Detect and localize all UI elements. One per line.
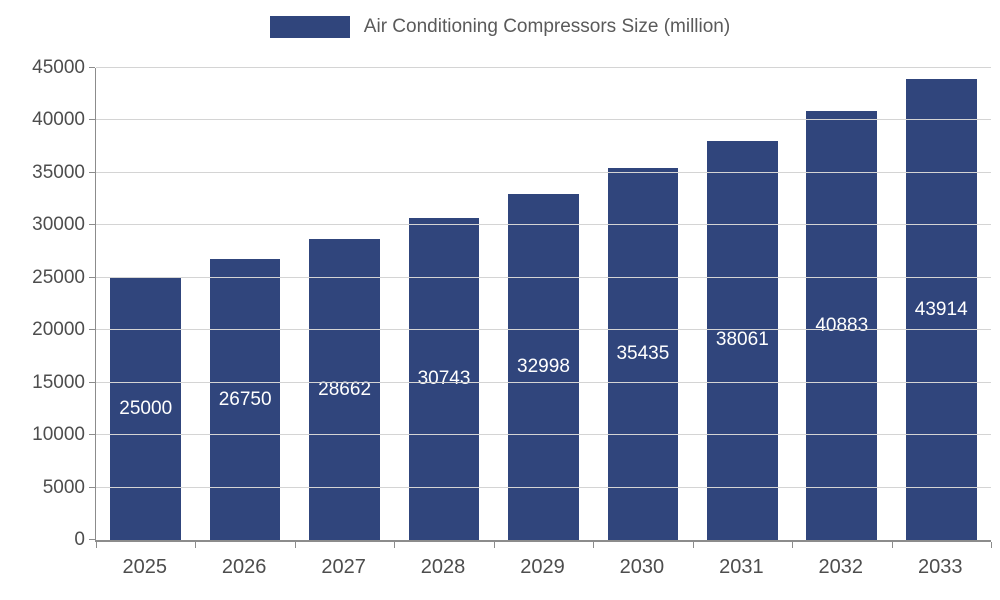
y-axis-tick — [89, 539, 95, 540]
y-axis-label: 35000 — [32, 161, 85, 183]
bar-value-label: 28662 — [318, 378, 372, 400]
bar: 38061 — [707, 140, 778, 540]
grid-line — [96, 381, 991, 383]
x-axis-label: 2033 — [917, 556, 963, 578]
bar: 25000 — [110, 277, 182, 540]
bar-value-label: 35435 — [616, 343, 670, 365]
bar-value-label: 40883 — [815, 314, 869, 336]
bar-value-label: 32998 — [517, 355, 570, 377]
x-axis-label: 2029 — [520, 556, 565, 578]
bar-value-label: 30743 — [417, 367, 471, 389]
bar-column: 26750 — [195, 68, 294, 540]
bar-column: 40883 — [792, 68, 891, 540]
y-axis-tick — [89, 381, 95, 383]
bar-column: 28662 — [295, 68, 394, 540]
x-axis-label: 2032 — [818, 556, 864, 578]
y-axis-label: 15000 — [32, 371, 85, 393]
bar: 35435 — [607, 168, 679, 540]
grid-line — [96, 329, 991, 331]
y-axis-tick — [89, 224, 95, 226]
x-axis-tick — [692, 542, 694, 548]
x-axis-tick — [891, 542, 893, 548]
y-axis-label: 10000 — [32, 424, 85, 446]
y-axis-label: 5000 — [42, 476, 85, 498]
bar: 28662 — [309, 239, 380, 540]
y-axis-tick — [89, 329, 95, 331]
x-axis-tick — [394, 542, 396, 548]
bar-value-label: 43914 — [914, 298, 968, 320]
y-axis-label: 45000 — [32, 57, 85, 78]
x-axis-label: 2026 — [221, 556, 267, 578]
x-axis-labels: 2025 2026 2027 2028 2029 2030 2031 2032 2033 — [95, 556, 990, 579]
legend-label: Air Conditioning Compressors Size (milli… — [363, 16, 731, 37]
x-axis-label: 2025 — [122, 556, 167, 578]
bar-column: 30743 — [394, 68, 493, 540]
grid-line — [96, 67, 991, 68]
bar: 30743 — [408, 217, 480, 540]
bar-column: 32998 — [494, 68, 593, 540]
plot-area: 25000 26750 28662 30743 32998 35435 38061 40883… — [89, 67, 992, 548]
x-axis-label: 2031 — [719, 556, 764, 578]
bar: 43914 — [905, 79, 977, 540]
y-axis-label: 40000 — [32, 109, 85, 131]
y-axis-label: 25000 — [32, 266, 85, 288]
legend-swatch — [269, 16, 350, 38]
x-axis-tick — [96, 542, 97, 548]
grid-line — [96, 486, 991, 488]
bars-row: 25000 26750 28662 30743 32998 35435 38061 40883… — [96, 68, 991, 540]
bar-value-label: 25000 — [119, 397, 173, 419]
bar-column: 35435 — [593, 68, 692, 540]
y-axis-tick — [89, 276, 95, 278]
bar: 40883 — [806, 111, 878, 540]
x-axis-tick — [593, 542, 595, 548]
x-axis-label: 2028 — [420, 556, 466, 578]
y-axis-tick — [89, 119, 95, 121]
y-axis-tick — [89, 67, 95, 68]
grid-line — [96, 224, 991, 226]
x-axis-tick — [792, 542, 794, 548]
x-axis-tick — [195, 542, 197, 548]
bar-value-label: 26750 — [218, 388, 272, 410]
y-axis-label: 30000 — [32, 214, 85, 236]
bar: 26750 — [209, 259, 281, 540]
grid-line — [96, 434, 991, 436]
bar: 32998 — [508, 193, 579, 540]
x-axis-tick — [991, 542, 992, 548]
y-axis-label: 20000 — [32, 319, 85, 341]
bar-column: 38061 — [693, 68, 792, 540]
x-axis-tick — [493, 542, 495, 548]
y-axis-tick — [89, 171, 95, 173]
chart-legend: Air Conditioning Compressors Size (milli… — [0, 16, 1000, 38]
y-axis-tick — [89, 434, 95, 436]
x-axis-label: 2027 — [321, 556, 366, 578]
x-axis-label: 2030 — [619, 556, 665, 578]
bar-column: 25000 — [96, 68, 195, 540]
grid-line — [96, 119, 991, 121]
grid-line — [96, 171, 991, 173]
bar-column: 43914 — [892, 68, 991, 540]
x-axis-tick — [294, 542, 296, 548]
y-axis-label: 0 — [74, 529, 85, 550]
grid-line — [96, 276, 991, 278]
y-axis-tick — [89, 486, 95, 488]
bar-value-label: 38061 — [715, 329, 769, 351]
